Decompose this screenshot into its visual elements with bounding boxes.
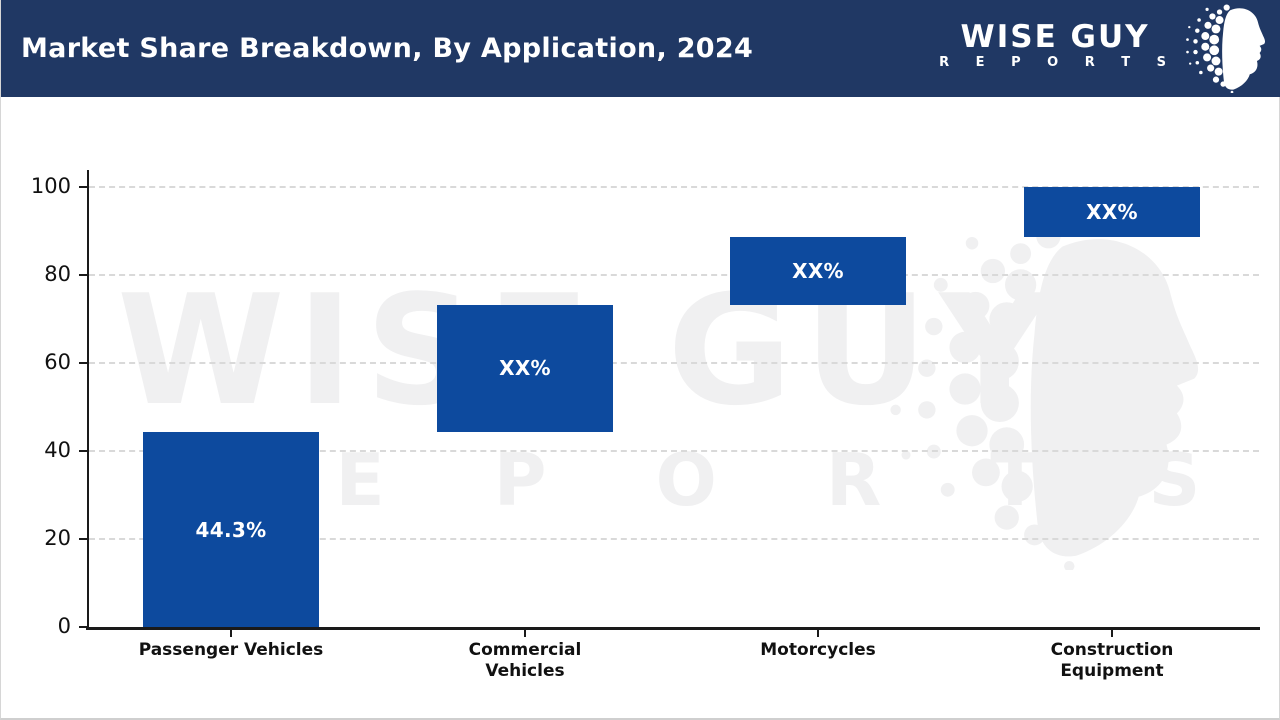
bar-value-label: XX%	[1086, 200, 1138, 225]
gridline-20	[89, 538, 1259, 540]
y-tick-label-20: 20	[44, 526, 71, 550]
gridline-40	[89, 450, 1259, 452]
gridline-100	[89, 186, 1259, 188]
header: Market Share Breakdown, By Application, …	[1, 0, 1280, 97]
y-tick-0	[79, 626, 88, 628]
y-tick-40	[79, 450, 88, 452]
logo-subtext: R E P O R T S	[939, 55, 1177, 71]
bar-commercial-vehicles: XX%	[437, 304, 613, 433]
bar-construction-equipment: XX%	[1024, 187, 1200, 238]
gridline-60	[89, 362, 1259, 364]
y-tick-label-40: 40	[44, 438, 71, 462]
page-title: Market Share Breakdown, By Application, …	[21, 33, 754, 64]
y-tick-label-80: 80	[44, 262, 71, 286]
x-tick-1	[230, 629, 232, 637]
gridline-80	[89, 274, 1259, 276]
bar-value-label: XX%	[499, 356, 551, 381]
y-tick-20	[79, 538, 88, 540]
x-category-label: Motorcycles	[760, 640, 876, 660]
bar-passenger-vehicles: 44.3%	[143, 432, 319, 627]
y-tick-label-60: 60	[44, 350, 71, 374]
x-tick-3	[817, 629, 819, 637]
x-category-label: Construction Equipment	[1050, 640, 1174, 682]
bar-motorcycles: XX%	[730, 237, 906, 305]
x-category-label: Passenger Vehicles	[138, 640, 324, 660]
y-tick-100	[79, 186, 88, 188]
y-tick-60	[79, 362, 88, 364]
bar-value-label: 44.3%	[195, 517, 267, 542]
wiseguy-logo: WISE GUY R E P O R T S	[933, 20, 1177, 70]
y-tick-label-0: 0	[57, 614, 71, 638]
wiseguy-head-icon	[1186, 4, 1266, 93]
y-tick-label-100: 100	[30, 174, 71, 198]
y-axis-line	[87, 170, 89, 629]
x-axis-line	[86, 627, 1260, 630]
x-tick-2	[524, 629, 526, 637]
bar-value-label: XX%	[792, 259, 844, 284]
x-category-label: Commercial Vehicles	[468, 640, 582, 682]
y-tick-80	[79, 274, 88, 276]
x-tick-4	[1111, 629, 1113, 637]
bar-chart: 0 20 40 60 80 100 44.3% XX% XX% XX% Passenger Vehi…	[1, 97, 1280, 720]
logo-wordmark: WISE GUY	[960, 19, 1150, 55]
